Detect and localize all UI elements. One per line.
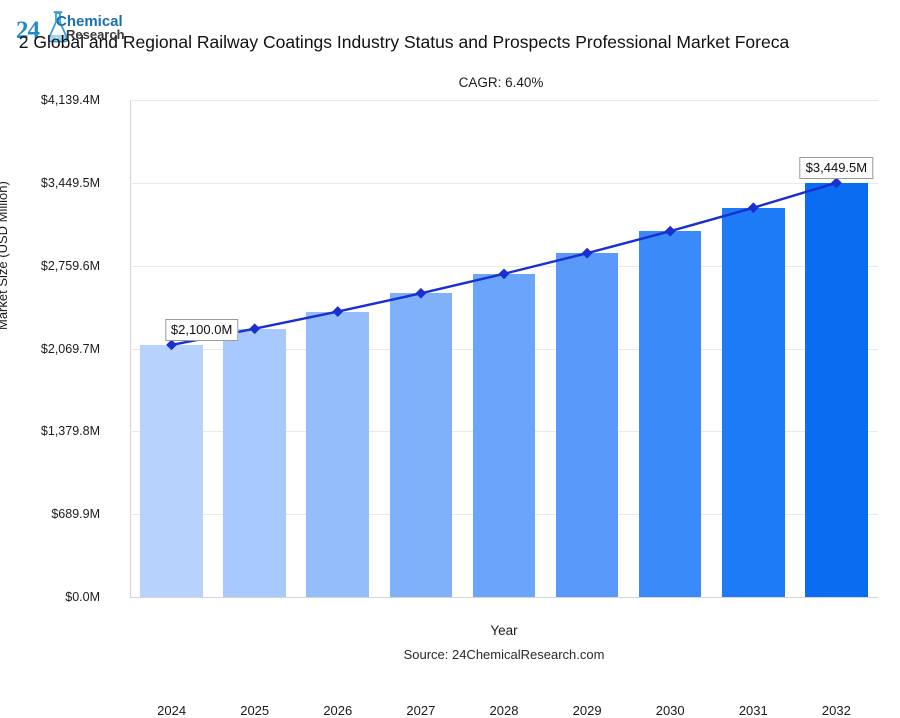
bar[interactable] (722, 207, 785, 597)
data-point-marker[interactable] (166, 339, 177, 351)
x-axis-tick-label: 2031 (738, 703, 768, 718)
data-point-marker[interactable] (332, 306, 344, 317)
x-axis-title: Year (490, 623, 518, 638)
page-title: 2 Global and Regional Railway Coatings I… (0, 32, 900, 53)
y-axis-tick-label: $1,379.8M (40, 424, 100, 439)
bar[interactable] (389, 293, 453, 597)
y-axis-tick-label: $3,449.5M (40, 175, 100, 190)
y-axis-title: Market Size (USD Million) (0, 181, 10, 330)
y-axis-tick-label: $2,759.6M (40, 258, 100, 273)
x-axis-tick-label: 2030 (655, 703, 685, 718)
bar[interactable] (555, 253, 619, 597)
data-point-marker[interactable] (664, 225, 676, 237)
trend-line (171, 181, 837, 347)
bar[interactable] (472, 273, 536, 597)
gridline (130, 182, 878, 184)
x-axis-tick-label: 2026 (323, 703, 353, 718)
x-axis-tick-label: 2028 (489, 703, 519, 718)
x-axis-tick-label: 2025 (240, 703, 270, 718)
bar[interactable] (805, 182, 868, 597)
data-point-marker[interactable] (747, 202, 759, 214)
gridline (130, 100, 878, 101)
flask-icon (46, 11, 70, 43)
trend-line-series (166, 177, 842, 351)
bar[interactable] (306, 311, 370, 597)
logo-text-chemical: Chemical (56, 13, 123, 30)
data-point-marker[interactable] (249, 323, 261, 335)
x-axis-tick-label: 2029 (572, 703, 602, 718)
x-axis-line (130, 597, 878, 598)
bar[interactable] (638, 231, 702, 597)
x-axis-tick-label: 2032 (821, 703, 851, 718)
data-point-marker[interactable] (581, 247, 593, 259)
data-point-marker[interactable] (498, 268, 510, 280)
data-point-marker[interactable] (831, 177, 842, 189)
value-label: $3,449.5M (799, 156, 874, 179)
x-axis-tick-label: 2024 (157, 703, 187, 718)
logo-number: 24 (16, 17, 40, 44)
bar[interactable] (140, 344, 203, 597)
bar[interactable] (223, 328, 286, 597)
y-axis-tick-label: $0.0M (65, 590, 100, 604)
data-point-marker[interactable] (415, 287, 427, 299)
value-label: $2,100.0M (164, 318, 239, 341)
y-axis-tick-label: $4,139.4M (40, 93, 100, 107)
brand-logo: 24 Chemical Research (14, 9, 132, 47)
gridline (130, 265, 878, 267)
cagr-annotation: CAGR: 6.40% (458, 75, 544, 90)
y-axis-tick-label: $689.9M (51, 507, 100, 522)
chart-plot-area: $2,100.0M $3,449.5M $0.0M $689.9M $1,379.8M… (41, 93, 878, 718)
y-axis-tick-label: $2,069.7M (40, 341, 100, 356)
logo-text-research: Research (66, 27, 125, 42)
x-axis-tick-label: 2027 (406, 703, 436, 718)
page-title-text: 2 Global and Regional Railway Coatings I… (18, 32, 790, 52)
source-note: Source: 24ChemicalResearch.com (403, 647, 605, 662)
